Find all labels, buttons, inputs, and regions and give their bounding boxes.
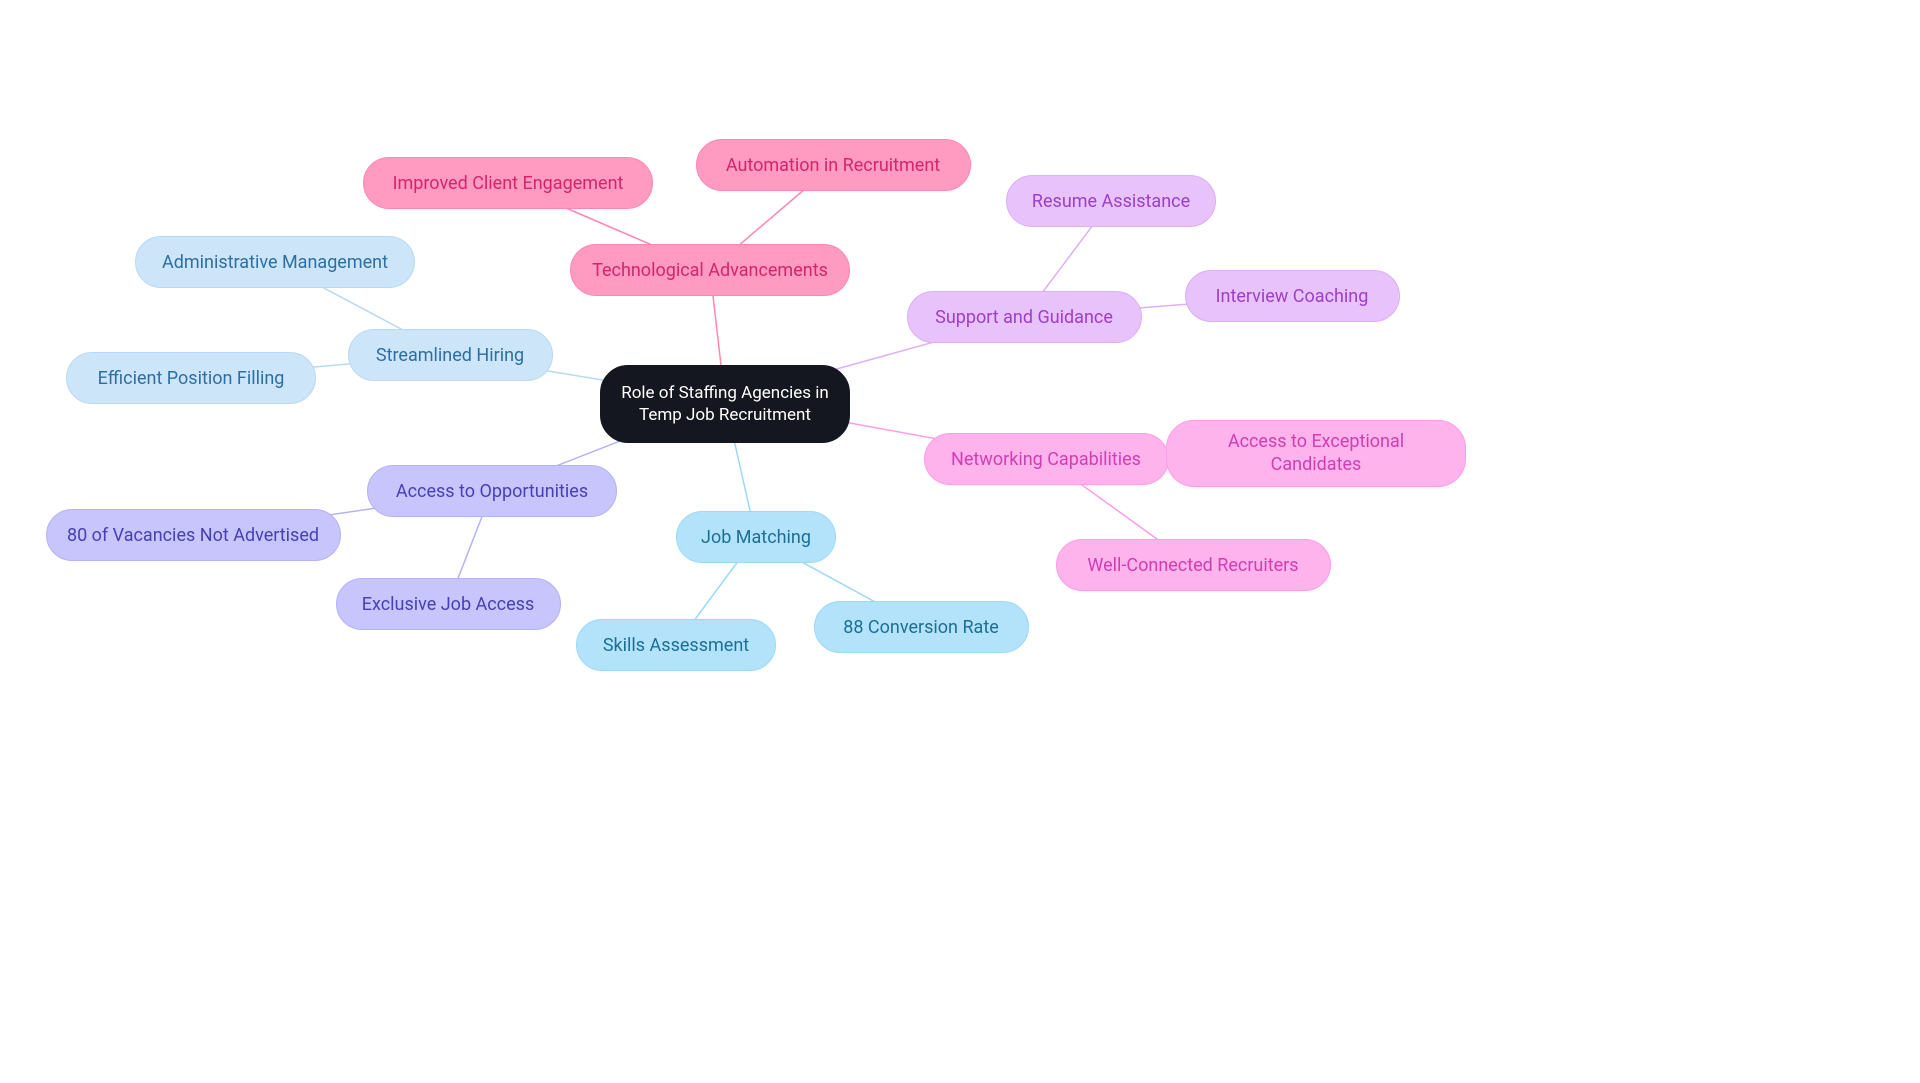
node-label: Support and Guidance	[935, 307, 1113, 328]
branch-streamlined: Streamlined Hiring	[348, 329, 553, 381]
center-node: Role of Staffing Agencies in Temp Job Re…	[600, 365, 850, 443]
node-label: Efficient Position Filling	[98, 368, 285, 389]
node-label: Automation in Recruitment	[726, 155, 940, 176]
node-label: Access to Exceptional Candidates	[1185, 431, 1447, 476]
node-label: Technological Advancements	[592, 260, 828, 281]
branch-access: Access to Opportunities	[367, 465, 617, 517]
leaf-tech-0: Improved Client Engagement	[363, 157, 653, 209]
leaf-support-1: Interview Coaching	[1185, 270, 1400, 322]
node-label: Improved Client Engagement	[393, 173, 624, 194]
node-label: 80 of Vacancies Not Advertised	[67, 525, 319, 546]
leaf-access-0: 80 of Vacancies Not Advertised	[46, 509, 341, 561]
node-label: Well-Connected Recruiters	[1087, 555, 1298, 576]
node-label: Streamlined Hiring	[376, 345, 524, 366]
node-label: Role of Staffing Agencies in Temp Job Re…	[621, 382, 829, 426]
node-label: Interview Coaching	[1216, 286, 1369, 307]
branch-jobmatch: Job Matching	[676, 511, 836, 563]
branch-support: Support and Guidance	[907, 291, 1142, 343]
node-label: Exclusive Job Access	[362, 594, 534, 615]
leaf-network-0: Access to Exceptional Candidates	[1166, 420, 1466, 487]
node-label: Resume Assistance	[1032, 191, 1190, 212]
node-label: Job Matching	[701, 527, 811, 548]
leaf-jobmatch-0: Skills Assessment	[576, 619, 776, 671]
branch-tech: Technological Advancements	[570, 244, 850, 296]
node-label: Access to Opportunities	[396, 481, 588, 502]
leaf-network-1: Well-Connected Recruiters	[1056, 539, 1331, 591]
leaf-streamlined-0: Administrative Management	[135, 236, 415, 288]
leaf-jobmatch-1: 88 Conversion Rate	[814, 601, 1029, 653]
leaf-support-0: Resume Assistance	[1006, 175, 1216, 227]
node-label: Administrative Management	[162, 252, 388, 273]
branch-network: Networking Capabilities	[924, 433, 1169, 485]
leaf-streamlined-1: Efficient Position Filling	[66, 352, 316, 404]
node-label: Networking Capabilities	[951, 449, 1141, 470]
leaf-access-1: Exclusive Job Access	[336, 578, 561, 630]
node-label: Skills Assessment	[603, 635, 749, 656]
leaf-tech-1: Automation in Recruitment	[696, 139, 971, 191]
node-label: 88 Conversion Rate	[843, 617, 999, 638]
